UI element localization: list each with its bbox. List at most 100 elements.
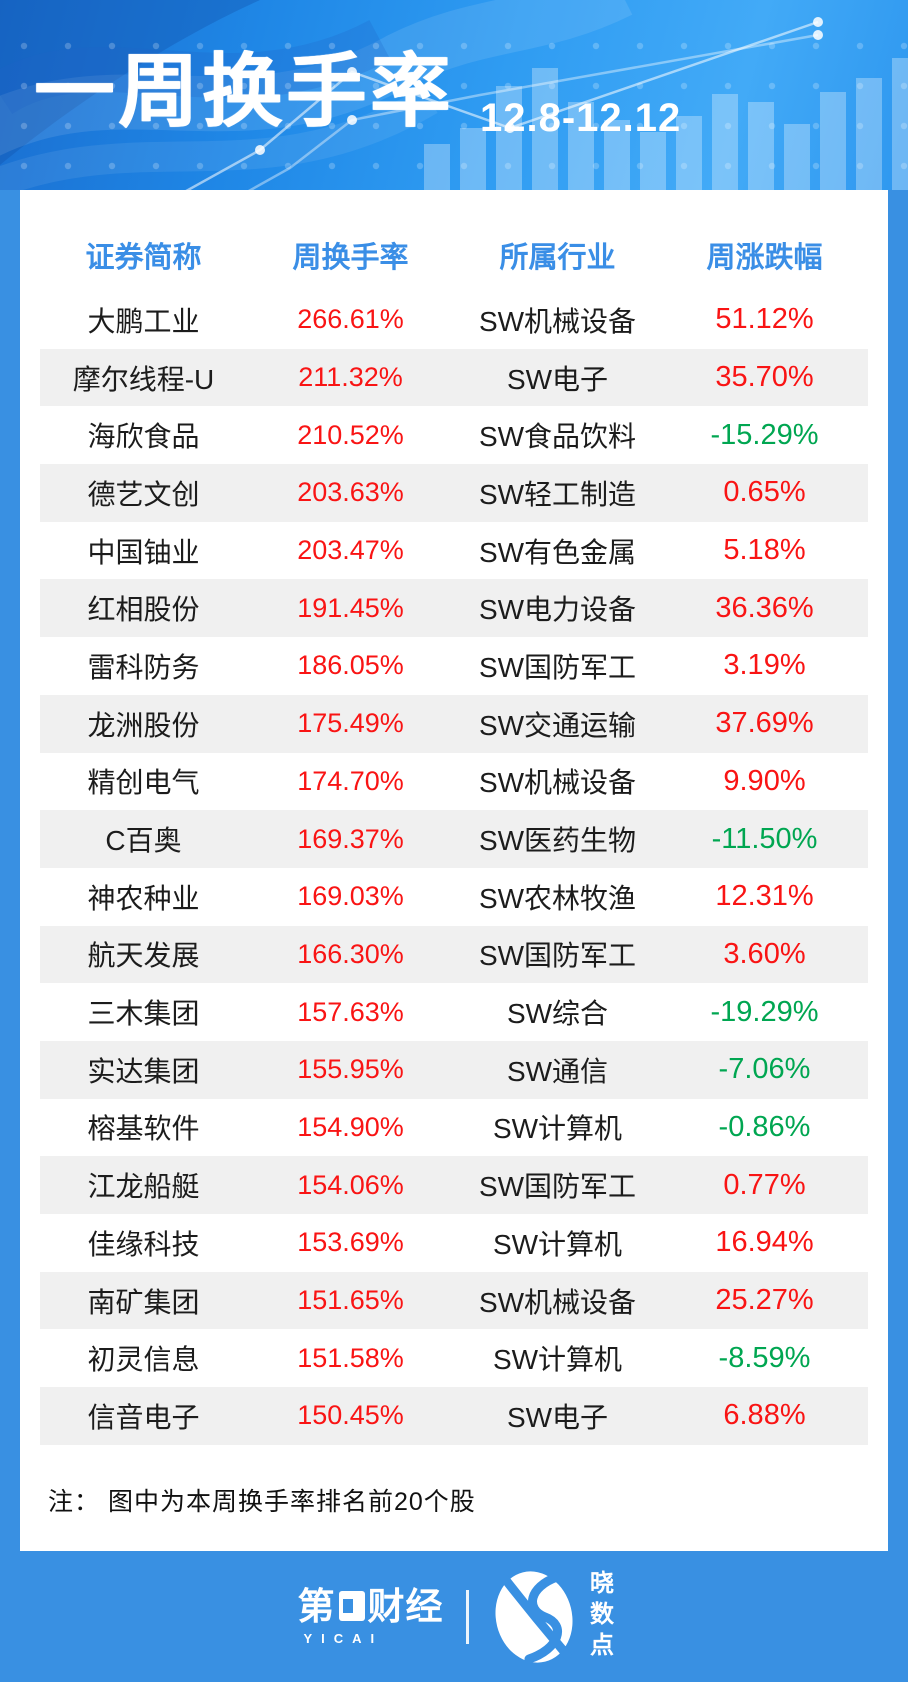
table-header-row: 证券简称 周换手率 所属行业 周涨跌幅	[40, 190, 868, 291]
industry-name: SW国防军工	[478, 651, 637, 683]
turnover-value: 203.47%	[297, 535, 404, 566]
industry-name: SW交通运输	[478, 709, 637, 741]
industry-name: SW国防军工	[478, 940, 637, 972]
stock-name: C百奥	[105, 825, 182, 857]
weekly-change: 0.65%	[723, 476, 806, 509]
stock-name: 神农种业	[87, 882, 200, 914]
industry-name: SW通信	[506, 1055, 609, 1087]
industry-name: SW电子	[506, 1401, 609, 1433]
header-decoration	[0, 0, 908, 190]
table-row: 江龙船艇 154.06% SW国防军工 0.77%	[40, 1156, 868, 1214]
stock-name: 初灵信息	[87, 1344, 200, 1376]
table-row: 精创电气 174.70% SW机械设备 9.90%	[40, 753, 868, 811]
turnover-value: 169.03%	[297, 881, 404, 912]
turnover-value: 153.69%	[297, 1227, 404, 1258]
xs-logo-icon	[494, 1570, 573, 1663]
weekly-change: -19.29%	[710, 995, 819, 1028]
weekly-change: 35.70%	[715, 361, 814, 394]
stock-name: 南矿集团	[87, 1286, 200, 1318]
industry-name: SW计算机	[492, 1344, 623, 1376]
table-row: 信音电子 150.45% SW电子 6.88%	[40, 1387, 868, 1445]
weekly-change: 3.19%	[723, 649, 806, 682]
yicai-logo-sub: YICAI	[303, 1630, 384, 1646]
weekly-change: 6.88%	[723, 1399, 806, 1432]
table-row: 摩尔线程-U 211.32% SW电子 35.70%	[40, 348, 868, 407]
industry-name: SW机械设备	[478, 767, 637, 799]
stock-name: 德艺文创	[87, 478, 200, 510]
turnover-value: 266.61%	[297, 304, 404, 335]
weekly-change: 5.18%	[723, 534, 806, 567]
industry-name: SW食品饮料	[478, 421, 637, 453]
table-row: 实达集团 155.95% SW通信 -7.06%	[40, 1040, 868, 1099]
table-row: 神农种业 169.03% SW农林牧渔 12.31%	[40, 868, 868, 926]
yicai-logo-text-right: 财经	[367, 1585, 444, 1627]
dot-grid	[0, 30, 908, 190]
yicai-logo-text-left: 第	[297, 1585, 336, 1627]
stock-name: 佳缘科技	[87, 1228, 200, 1260]
stock-name: 信音电子	[87, 1401, 200, 1433]
table-row: 南矿集团 151.65% SW机械设备 25.27%	[40, 1271, 868, 1330]
turnover-value: 151.65%	[297, 1285, 404, 1316]
turnover-value: 169.37%	[297, 823, 404, 854]
content-card: 证券简称 周换手率 所属行业 周涨跌幅 大鹏工业 266.61% SW机械设备 …	[20, 190, 888, 1551]
table-row: C百奥 169.37% SW医药生物 -11.50%	[40, 810, 868, 868]
turnover-value: 174.70%	[297, 765, 404, 796]
table-row: 龙洲股份 175.49% SW交通运输 37.69%	[40, 694, 868, 753]
table-row: 大鹏工业 266.61% SW机械设备 51.12%	[40, 291, 868, 349]
turnover-value: 186.05%	[297, 650, 404, 681]
industry-name: SW电子	[506, 363, 609, 395]
line-chart-decoration	[185, 17, 823, 190]
weekly-change: 36.36%	[715, 591, 814, 624]
stock-name: 航天发展	[87, 940, 200, 972]
industry-name: SW机械设备	[478, 305, 637, 337]
yicai-logo-mark-icon	[338, 1591, 365, 1621]
turnover-value: 154.90%	[297, 1111, 404, 1142]
table-row: 海欣食品 210.52% SW食品饮料 -15.29%	[40, 406, 868, 464]
table-row: 雷科防务 186.05% SW国防军工 3.19%	[40, 637, 868, 695]
turnover-value: 175.49%	[297, 708, 404, 739]
table-row: 三木集团 157.63% SW综合 -19.29%	[40, 983, 868, 1041]
weekly-change: 9.90%	[723, 764, 806, 797]
stock-name: 实达集团	[87, 1055, 200, 1087]
industry-name: SW国防军工	[478, 1171, 637, 1203]
stock-name: 雷科防务	[87, 651, 200, 683]
stock-name: 精创电气	[87, 767, 200, 799]
stock-name: 摩尔线程-U	[72, 363, 215, 395]
weekly-change: 51.12%	[715, 303, 814, 336]
footnote: 注： 图中为本周换手率排名前20个股	[48, 1488, 476, 1516]
turnover-value: 155.95%	[297, 1054, 404, 1085]
weekly-change: 0.77%	[723, 1168, 806, 1201]
stock-name: 江龙船艇	[87, 1171, 200, 1203]
weekly-change: -11.50%	[711, 822, 818, 855]
weekly-change: -0.86%	[718, 1110, 811, 1143]
xiaoshudian-logo: 晓数点	[491, 1567, 613, 1667]
column-header-change: 周涨跌幅	[706, 241, 823, 274]
table-row: 航天发展 166.30% SW国防军工 3.60%	[40, 925, 868, 984]
turnover-value: 203.63%	[297, 477, 404, 508]
weekly-change: -7.06%	[718, 1053, 811, 1086]
footer-bar: 第 财经 YICAI 晓数点	[0, 1551, 908, 1682]
date-range: 12.8-12.12	[480, 96, 682, 140]
industry-name: SW机械设备	[478, 1286, 637, 1318]
turnover-value: 154.06%	[297, 1169, 404, 1200]
table-row: 佳缘科技 153.69% SW计算机 16.94%	[40, 1214, 868, 1272]
column-header-stock: 证券简称	[85, 241, 202, 274]
industry-name: SW轻工制造	[478, 478, 637, 510]
stock-name: 红相股份	[87, 594, 200, 626]
weekly-change: 3.60%	[723, 937, 806, 970]
industry-name: SW计算机	[492, 1228, 623, 1260]
turnover-value: 191.45%	[297, 592, 404, 623]
weekly-change: -8.59%	[718, 1341, 811, 1374]
table-row: 榕基软件 154.90% SW计算机 -0.86%	[40, 1099, 868, 1157]
table-row: 红相股份 191.45% SW电力设备 36.36%	[40, 579, 868, 638]
industry-name: SW综合	[506, 998, 609, 1030]
industry-name: SW计算机	[492, 1113, 623, 1145]
turnover-value: 150.45%	[297, 1400, 404, 1431]
column-header-industry: 所属行业	[499, 241, 616, 274]
industry-name: SW农林牧渔	[478, 882, 637, 914]
bar-chart-decoration	[424, 58, 908, 190]
turnover-value: 151.58%	[297, 1342, 404, 1373]
industry-name: SW有色金属	[478, 536, 637, 568]
stock-name: 中国铀业	[87, 536, 200, 568]
